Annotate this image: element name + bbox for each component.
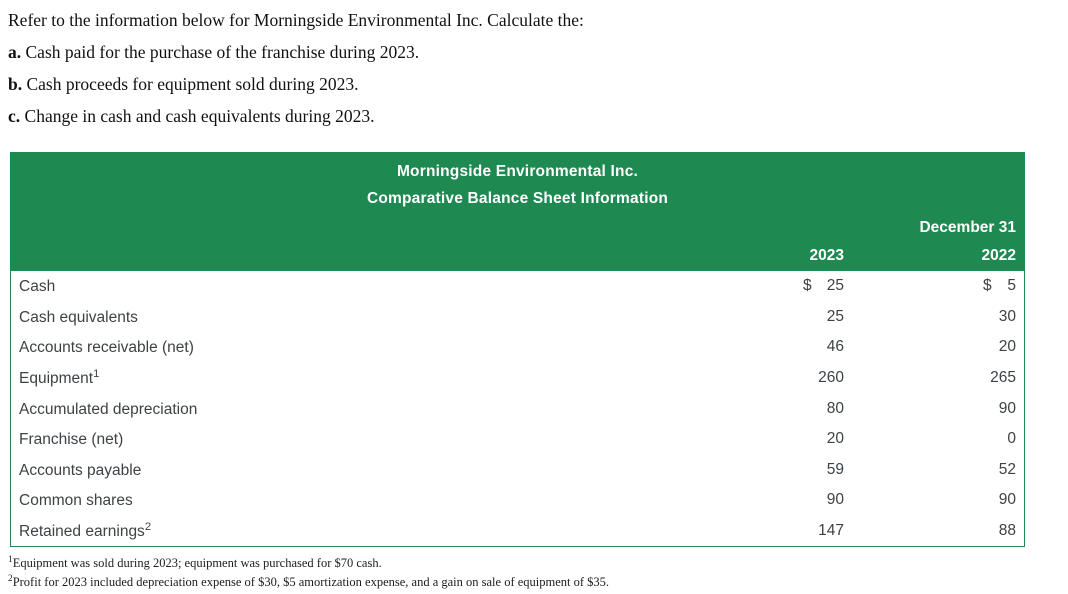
currency-symbol: $ xyxy=(803,277,812,295)
currency-symbol: $ xyxy=(983,277,992,295)
requirement-letter: a. xyxy=(8,42,22,62)
row-value-2022: 30 xyxy=(998,307,1016,325)
intro-items: a. Cash paid for the purchase of the fra… xyxy=(8,38,1068,134)
footnote-number: 2 xyxy=(8,574,13,584)
requirement-text: Change in cash and cash equivalents duri… xyxy=(20,106,375,126)
row-value-2022: 0 xyxy=(1007,430,1016,448)
year-header-row: 2023 2022 xyxy=(11,241,1024,271)
footnote: 1Equipment was sold during 2023; equipme… xyxy=(8,551,609,570)
row-value-2022: 265 xyxy=(990,369,1016,387)
table-row: Accumulated depreciation 80 90 xyxy=(11,393,1024,424)
row-label: Retained earnings2 xyxy=(19,520,152,541)
requirement-letter: b. xyxy=(8,74,23,94)
row-value-2023: 90 xyxy=(826,491,844,509)
requirement-letter: c. xyxy=(8,106,21,126)
requirement-text: Cash paid for the purchase of the franch… xyxy=(21,42,420,62)
footnote-text: Profit for 2023 included depreciation ex… xyxy=(12,575,610,590)
row-value-2022: 90 xyxy=(998,399,1016,417)
row-label: Accounts payable xyxy=(19,461,142,479)
row-label: Franchise (net) xyxy=(19,431,124,449)
row-value-2023: 80 xyxy=(826,399,844,417)
row-value-2023: 20 xyxy=(826,430,844,448)
column-header-2022: 2022 xyxy=(981,247,1016,264)
footnote-number: 1 xyxy=(8,555,13,565)
row-value-2023: 59 xyxy=(826,460,844,478)
table-row: Equipment1 260 265 xyxy=(11,363,1024,394)
intro-line: Refer to the information below for Morni… xyxy=(8,10,584,30)
row-label: Accumulated depreciation xyxy=(19,400,198,418)
row-value-2023: 46 xyxy=(826,338,844,356)
row-value-2022: 20 xyxy=(998,338,1016,356)
row-value-2022: 90 xyxy=(998,491,1016,509)
requirement-text: Cash proceeds for equipment sold during … xyxy=(22,74,359,94)
column-header-2023: 2023 xyxy=(809,247,844,264)
row-value-2023: 25 xyxy=(826,307,844,325)
row-label: Cash equivalents xyxy=(19,308,138,326)
table-row: Retained earnings2 147 88 xyxy=(11,516,1024,547)
requirement-item: a. Cash paid for the purchase of the fra… xyxy=(8,38,1068,70)
requirement-item: b. Cash proceeds for equipment sold duri… xyxy=(8,70,1068,102)
footnote: 2Profit for 2023 included depreciation e… xyxy=(8,570,609,589)
problem-statement: Refer to the information below for Morni… xyxy=(0,0,1068,134)
table-row: Common shares 90 90 xyxy=(11,485,1024,516)
row-value-2023: 147 xyxy=(818,522,844,540)
row-label: Accounts receivable (net) xyxy=(19,339,194,357)
row-value-2023: 260 xyxy=(818,369,844,387)
row-value-2022: 52 xyxy=(998,460,1016,478)
row-label: Common shares xyxy=(19,492,133,510)
table-row: Cash equivalents 25 30 xyxy=(11,302,1024,333)
row-value-2023: $25 xyxy=(803,277,844,295)
balance-sheet-body: Cash $25 $5 Cash equivalents 25 30 Accou… xyxy=(11,271,1024,547)
row-label: Cash xyxy=(19,278,56,296)
date-header: December 31 xyxy=(919,219,1016,236)
row-value-2022: 88 xyxy=(998,522,1016,540)
balance-sheet: Morningside Environmental Inc. Comparati… xyxy=(10,152,1025,548)
table-title: Comparative Balance Sheet Information xyxy=(366,190,669,207)
balance-sheet-header: Morningside Environmental Inc. Comparati… xyxy=(11,153,1024,271)
table-row: Franchise (net) 20 0 xyxy=(11,424,1024,455)
table-row: Accounts payable 59 52 xyxy=(11,455,1024,486)
footnotes: 1Equipment was sold during 2023; equipme… xyxy=(8,551,609,589)
table-row: Cash $25 $5 xyxy=(11,271,1024,302)
row-label: Equipment1 xyxy=(19,368,100,388)
company-name: Morningside Environmental Inc. xyxy=(396,163,639,180)
table-row: Accounts receivable (net) 46 20 xyxy=(11,332,1024,363)
requirement-item: c. Change in cash and cash equivalents d… xyxy=(8,102,1068,134)
footnote-text: Equipment was sold during 2023; equipmen… xyxy=(12,556,382,571)
row-value-2022: $5 xyxy=(983,277,1016,295)
